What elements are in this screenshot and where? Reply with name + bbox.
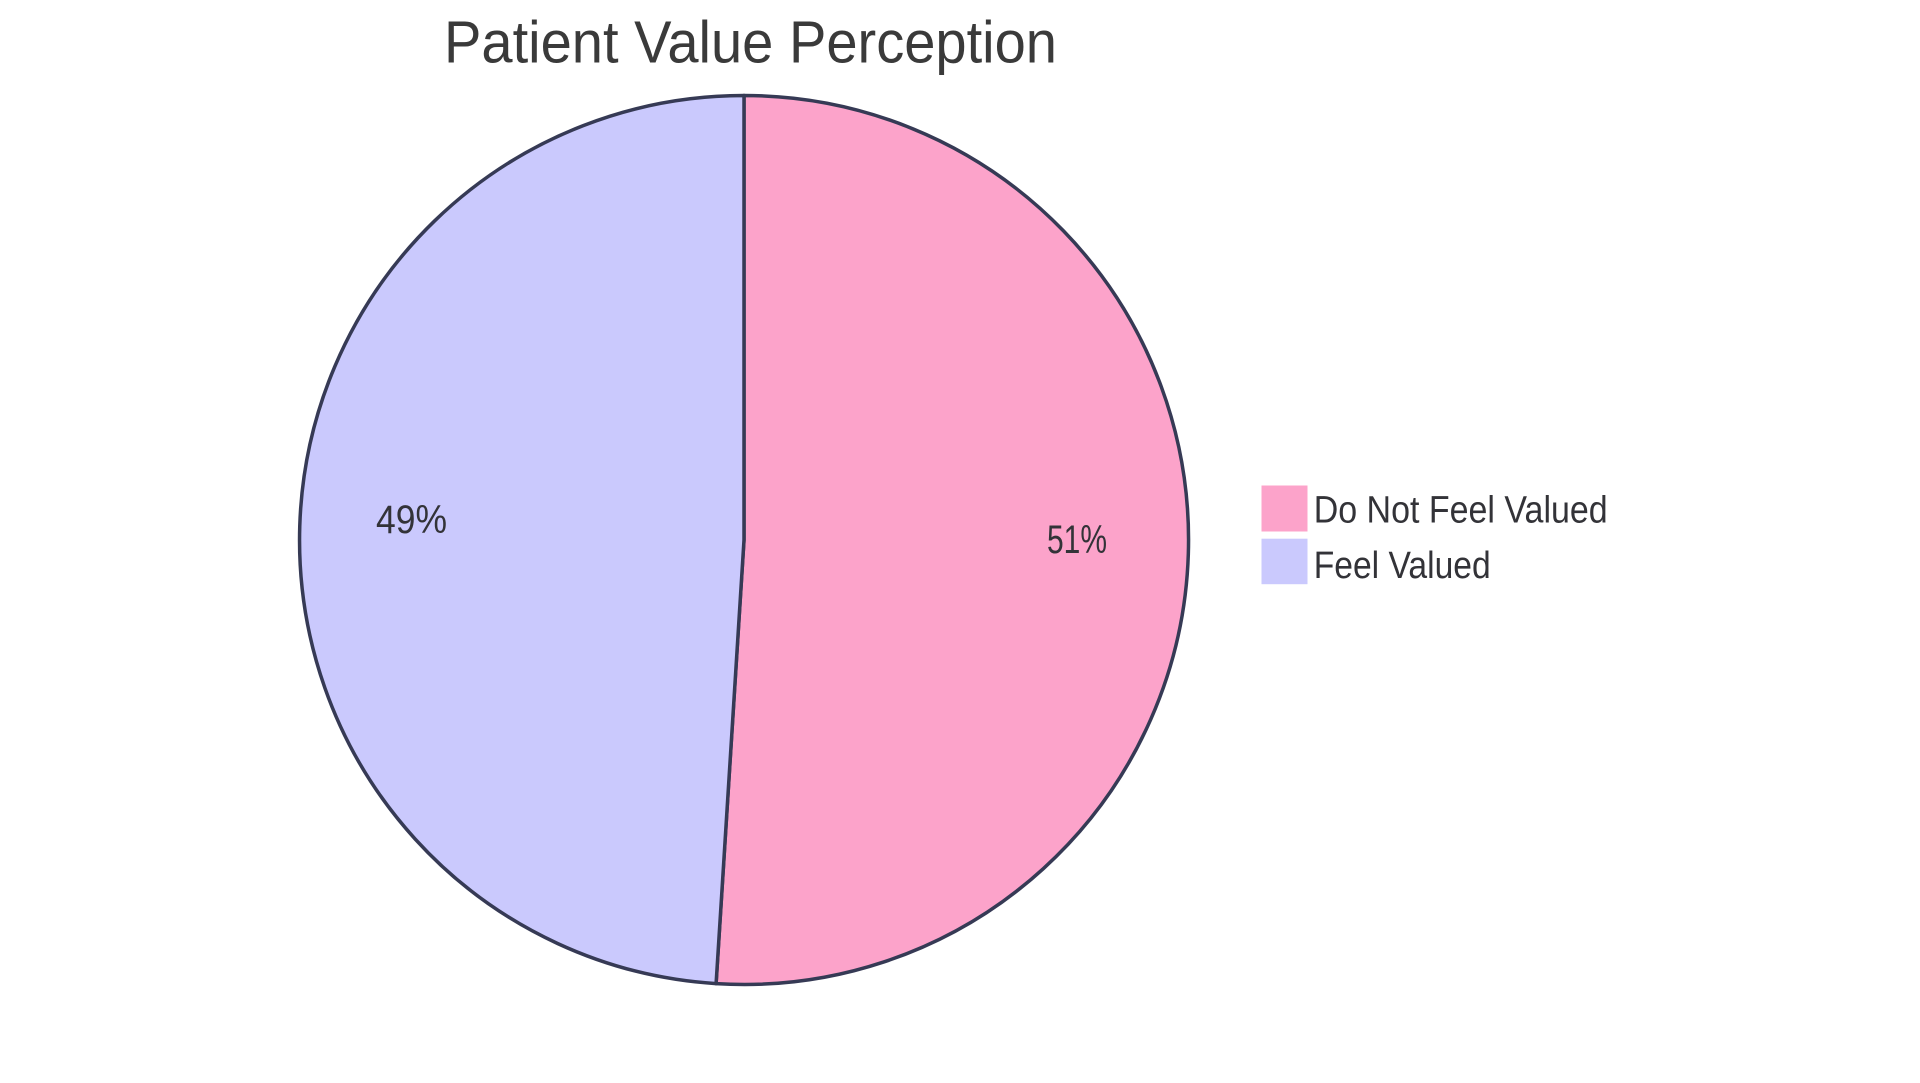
svg-text:Feel Valued: Feel Valued — [1314, 545, 1491, 587]
svg-text:Do Not Feel Valued: Do Not Feel Valued — [1314, 490, 1608, 532]
svg-text:51%: 51% — [1047, 518, 1107, 562]
svg-text:49%: 49% — [376, 498, 447, 542]
svg-text:Patient Value Perception: Patient Value Perception — [444, 10, 1057, 76]
